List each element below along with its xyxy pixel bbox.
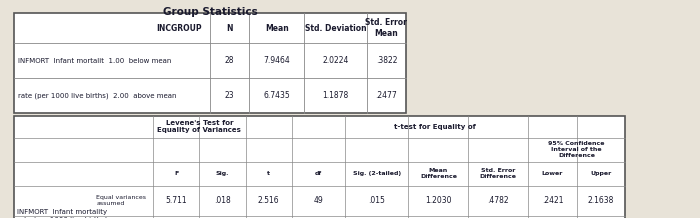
Text: 2.0224: 2.0224	[322, 56, 349, 65]
Text: Equal variances
assumed: Equal variances assumed	[97, 195, 146, 206]
Text: rate (per 1000 live births)  2.00  above mean: rate (per 1000 live births) 2.00 above m…	[18, 93, 176, 99]
Text: Std. Error
Difference: Std. Error Difference	[480, 168, 517, 179]
Text: 2.1638: 2.1638	[588, 196, 614, 205]
Text: 28: 28	[225, 56, 235, 65]
Text: F: F	[174, 171, 179, 176]
Text: 6.7435: 6.7435	[263, 91, 290, 100]
Text: 49: 49	[314, 196, 323, 205]
Text: .015: .015	[368, 196, 385, 205]
Text: Mean: Mean	[265, 24, 288, 33]
Text: Lower: Lower	[542, 171, 563, 176]
Text: Std. Error
Mean: Std. Error Mean	[365, 19, 407, 38]
Text: Levene's Test for
Equality of Variances: Levene's Test for Equality of Variances	[158, 120, 241, 133]
Text: 2.516: 2.516	[258, 196, 279, 205]
Text: .018: .018	[214, 196, 231, 205]
Text: .4782: .4782	[487, 196, 509, 205]
Text: 7.9464: 7.9464	[263, 56, 290, 65]
Text: N: N	[226, 24, 233, 33]
Text: INCGROUP: INCGROUP	[157, 24, 202, 33]
Text: 1.2030: 1.2030	[425, 196, 452, 205]
Text: 1.1878: 1.1878	[322, 91, 349, 100]
Text: 23: 23	[225, 91, 235, 100]
Text: Sig.: Sig.	[216, 171, 229, 176]
Text: .2477: .2477	[375, 91, 398, 100]
Text: t-test for Equality of: t-test for Equality of	[394, 124, 476, 129]
Text: df: df	[314, 171, 322, 176]
Text: 95% Confidence
Interval of the
Difference: 95% Confidence Interval of the Differenc…	[548, 141, 605, 158]
Text: Mean
Difference: Mean Difference	[420, 168, 457, 179]
Text: 5.711: 5.711	[165, 196, 187, 205]
Text: Sig. (2-tailed): Sig. (2-tailed)	[353, 171, 400, 176]
Text: t: t	[267, 171, 270, 176]
Text: INFMORT  Infant mortalit  1.00  below mean: INFMORT Infant mortalit 1.00 below mean	[18, 58, 172, 64]
Text: .3822: .3822	[376, 56, 397, 65]
Text: .2421: .2421	[542, 196, 564, 205]
Text: Upper: Upper	[590, 171, 612, 176]
Text: Group Statistics: Group Statistics	[162, 7, 258, 17]
Text: INFMORT  Infant mortality
rate (per 1000 live births): INFMORT Infant mortality rate (per 1000 …	[18, 209, 108, 218]
Text: Std. Deviation: Std. Deviation	[304, 24, 366, 33]
